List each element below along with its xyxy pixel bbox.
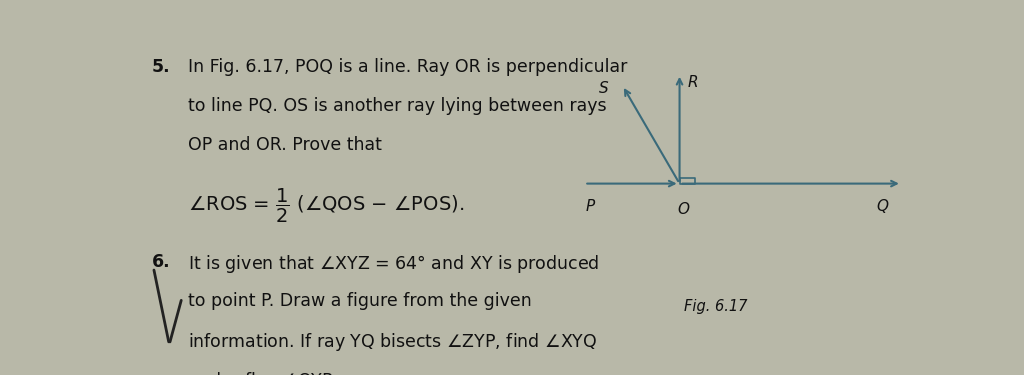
- Text: 6.: 6.: [152, 253, 170, 271]
- Text: information. If ray YQ bisects $\angle$ZYP, find $\angle$XYQ: information. If ray YQ bisects $\angle$Z…: [187, 331, 597, 353]
- Text: P: P: [586, 200, 595, 214]
- Text: R: R: [688, 75, 698, 90]
- Text: 5.: 5.: [152, 58, 170, 76]
- Text: S: S: [599, 81, 609, 96]
- Text: and reflex $\angle$QYP.: and reflex $\angle$QYP.: [187, 370, 337, 375]
- Text: $\angle$ROS = $\dfrac{1}{2}$ ($\angle$QOS $-$ $\angle$POS).: $\angle$ROS = $\dfrac{1}{2}$ ($\angle$QO…: [187, 187, 464, 225]
- Text: to point P. Draw a figure from the given: to point P. Draw a figure from the given: [187, 292, 531, 310]
- Text: to line PQ. OS is another ray lying between rays: to line PQ. OS is another ray lying betw…: [187, 97, 606, 115]
- Text: Q: Q: [876, 200, 888, 214]
- Text: Fig. 6.17: Fig. 6.17: [684, 299, 746, 314]
- Text: OP and OR. Prove that: OP and OR. Prove that: [187, 136, 381, 154]
- Text: It is given that $\angle$XYZ = 64° and XY is produced: It is given that $\angle$XYZ = 64° and X…: [187, 253, 599, 275]
- Text: O: O: [678, 202, 689, 217]
- Text: In Fig. 6.17, POQ is a line. Ray OR is perpendicular: In Fig. 6.17, POQ is a line. Ray OR is p…: [187, 58, 627, 76]
